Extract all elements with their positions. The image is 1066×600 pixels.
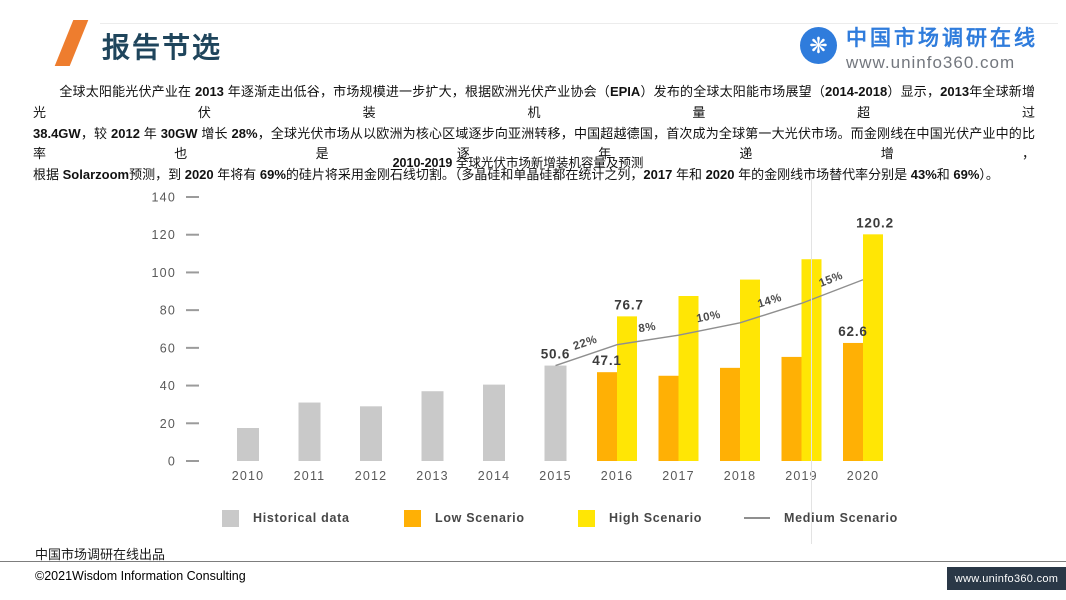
footer-rule <box>0 561 1066 562</box>
x-tick-label: 2014 <box>478 469 511 483</box>
x-tick-label: 2015 <box>539 469 572 483</box>
y-tick-label: 20 <box>160 417 176 431</box>
legend-item-low-scenario: Low Scenario <box>404 509 525 527</box>
value-label: 76.7 <box>614 297 643 312</box>
chart-title-text: 全球光伏市场新增装机容量及预测 <box>452 156 644 170</box>
y-tick-label: 0 <box>168 455 176 469</box>
growth-label: 10% <box>695 309 721 326</box>
footer-copyright: ©2021Wisdom Information Consulting <box>35 569 246 583</box>
chart-title: 2010-2019 全球光伏市场新增装机容量及预测 <box>0 152 1036 171</box>
paragraph-line-3: 根据 Solarzoom预测，到 2020 年将有 69%的硅片将采用金刚石线切… <box>33 167 999 183</box>
y-tick-label: 100 <box>152 266 176 280</box>
y-tick-label: 40 <box>160 379 176 393</box>
y-tick-label: 120 <box>152 228 176 242</box>
legend-swatch <box>744 517 770 519</box>
y-tick-label: 60 <box>160 341 176 355</box>
paragraph-line-1: 全球太阳能光伏产业在 2013 年逐渐走出低谷，市场规模进一步扩大，根据欧洲光伏… <box>33 84 1035 120</box>
chart-title-years: 2010-2019 <box>392 156 453 170</box>
bar-historical-data <box>544 365 567 461</box>
legend-label: Low Scenario <box>435 511 525 525</box>
bar-low-scenario <box>720 367 740 461</box>
value-label: 50.6 <box>541 347 570 362</box>
growth-label: 14% <box>756 292 783 311</box>
x-tick-label: 2012 <box>355 469 388 483</box>
snowflake-icon: ❋ <box>800 27 837 64</box>
growth-label: 15% <box>818 270 845 290</box>
legend-item-high-scenario: High Scenario <box>578 509 702 527</box>
bar-low-scenario <box>781 356 802 461</box>
bar-low-scenario <box>658 375 679 461</box>
chart-legend: Historical data Low Scenario High Scenario… <box>0 509 1066 529</box>
report-paragraph: 全球太阳能光伏产业在 2013 年逐渐走出低谷，市场规模进一步扩大，根据欧洲光伏… <box>33 82 1035 186</box>
legend-swatch <box>578 509 595 527</box>
bar-historical-data <box>298 402 321 461</box>
x-tick-label: 2013 <box>416 469 449 483</box>
bar-high-scenario <box>863 234 883 461</box>
bar-historical-data <box>237 428 259 461</box>
brand-name: 中国市场调研在线 <box>846 27 1038 50</box>
brand-logo: ❋ 中国市场调研在线 www.uninfo360.com <box>800 22 1038 72</box>
value-label: 47.1 <box>592 353 621 368</box>
x-tick-label: 2018 <box>724 469 757 483</box>
footer-url-badge[interactable]: www.uninfo360.com <box>947 567 1066 590</box>
bar-high-scenario <box>740 279 760 461</box>
x-tick-label: 2020 <box>847 469 880 483</box>
x-tick-label: 2017 <box>662 469 695 483</box>
y-tick-label: 140 <box>152 191 176 205</box>
legend-label: Historical data <box>253 511 350 525</box>
bar-high-scenario <box>617 316 637 461</box>
legend-label: High Scenario <box>609 511 703 525</box>
bar-low-scenario <box>597 372 617 461</box>
header-rule <box>100 23 1058 24</box>
vertical-divider <box>811 176 812 544</box>
bar-historical-data <box>360 406 382 461</box>
bar-historical-data <box>483 384 505 461</box>
legend-label: Medium Scenario <box>784 511 898 525</box>
value-label: 62.6 <box>838 324 867 339</box>
bar-low-scenario <box>843 342 863 461</box>
x-tick-label: 2011 <box>294 469 326 483</box>
bar-high-scenario <box>678 296 699 461</box>
y-tick-label: 80 <box>160 304 176 318</box>
capacity-chart: 0 20 40 60 80 100 120 140 2010 2011 2012 2013 2014 20… <box>152 191 894 484</box>
x-tick-label: 2016 <box>601 469 634 483</box>
paragraph-line-2: 38.4GW，较 2012 年 30GW 增长 28%，全球光伏市场从以欧洲为核… <box>33 125 1035 162</box>
brand-url[interactable]: www.uninfo360.com <box>846 53 1016 72</box>
footer-url-text: www.uninfo360.com <box>954 572 1059 585</box>
legend-item-historical-data: Historical data <box>222 509 350 527</box>
x-tick-label: 2010 <box>232 469 265 483</box>
bar-historical-data <box>421 391 444 461</box>
value-label: 120.2 <box>856 215 894 230</box>
legend-swatch <box>404 509 421 527</box>
growth-label: 22% <box>572 334 599 353</box>
growth-label: 8% <box>638 321 657 336</box>
legend-item-medium-scenario: Medium Scenario <box>744 509 898 527</box>
footer-producer: 中国市场调研在线出品 <box>35 547 166 562</box>
legend-swatch <box>222 509 239 527</box>
x-tick-label: 2019 <box>785 469 818 483</box>
slash-icon <box>54 20 89 66</box>
page-title: 报告节选 <box>102 32 223 63</box>
